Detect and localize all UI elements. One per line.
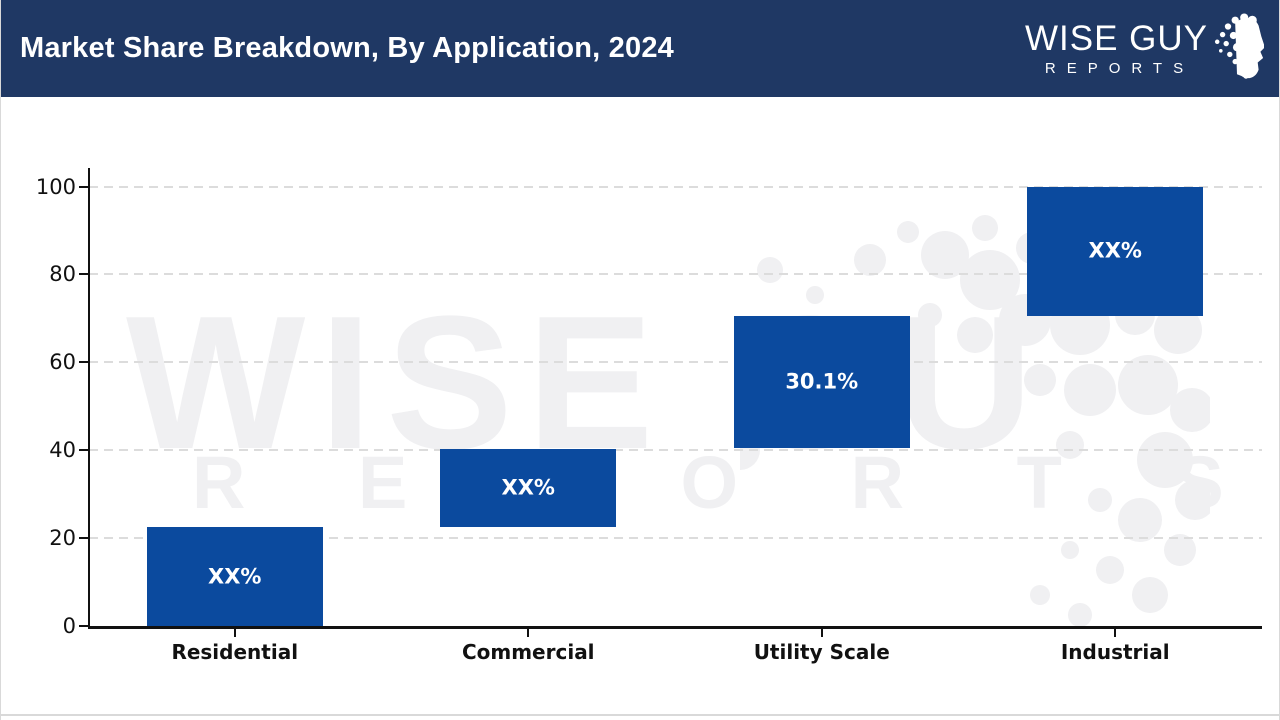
bar-value-label-commercial: XX%: [501, 475, 555, 500]
y-tick-label-40: 40: [49, 438, 76, 463]
y-tick-80: [79, 273, 88, 276]
page-title: Market Share Breakdown, By Application, …: [20, 32, 674, 64]
x-tick-utility-scale: [820, 629, 823, 637]
bar-value-label-residential: XX%: [208, 564, 262, 589]
y-tick-100: [79, 185, 88, 188]
x-tick-industrial: [1114, 629, 1117, 637]
logo-subtitle: REPORTS: [1044, 59, 1195, 77]
bar-industrial: XX%: [1027, 186, 1204, 316]
logo-wordmark: WISE GUY: [1024, 18, 1208, 58]
x-tick-label-industrial: Industrial: [1060, 640, 1170, 664]
header-bar: Market Share Breakdown, By Application, …: [0, 0, 1280, 97]
gridline-60: [89, 361, 1262, 364]
watermark-subtitle: R E P O R T S: [192, 441, 1270, 524]
y-tick-40: [79, 449, 88, 452]
y-tick-label-100: 100: [35, 174, 76, 199]
y-tick-20: [79, 537, 88, 540]
wiseguy-logo: WISE GUY REPORTS: [1025, 11, 1264, 87]
bar-residential: XX%: [146, 527, 323, 626]
x-tick-commercial: [527, 629, 530, 637]
dotted-head-icon: [1214, 12, 1264, 79]
bar-value-label-utility-scale: 30.1%: [785, 369, 859, 394]
gridline-80: [89, 273, 1262, 276]
y-tick-60: [79, 361, 88, 364]
bar-utility-scale: 30.1%: [733, 315, 910, 448]
bar-value-label-industrial: XX%: [1088, 238, 1142, 263]
y-tick-label-80: 80: [49, 262, 76, 287]
left-border: [0, 0, 1, 720]
y-axis-line: [88, 168, 90, 628]
gridline-100: [89, 185, 1262, 188]
gridline-20: [89, 537, 1262, 540]
wiseguy-logo-text: WISE GUY REPORTS: [1025, 21, 1208, 77]
footer-rule: [0, 714, 1280, 716]
x-axis-line: [88, 626, 1262, 629]
gridline-40: [89, 449, 1262, 452]
x-tick-residential: [233, 629, 236, 637]
x-tick-label-utility-scale: Utility Scale: [753, 640, 890, 664]
x-tick-label-commercial: Commercial: [461, 640, 595, 664]
y-tick-label-20: 20: [49, 526, 76, 551]
y-tick-0: [79, 625, 88, 627]
bar-commercial: XX%: [440, 448, 617, 527]
y-tick-label-0: 0: [62, 614, 76, 638]
y-tick-label-60: 60: [49, 350, 76, 375]
x-tick-label-residential: Residential: [171, 640, 299, 664]
